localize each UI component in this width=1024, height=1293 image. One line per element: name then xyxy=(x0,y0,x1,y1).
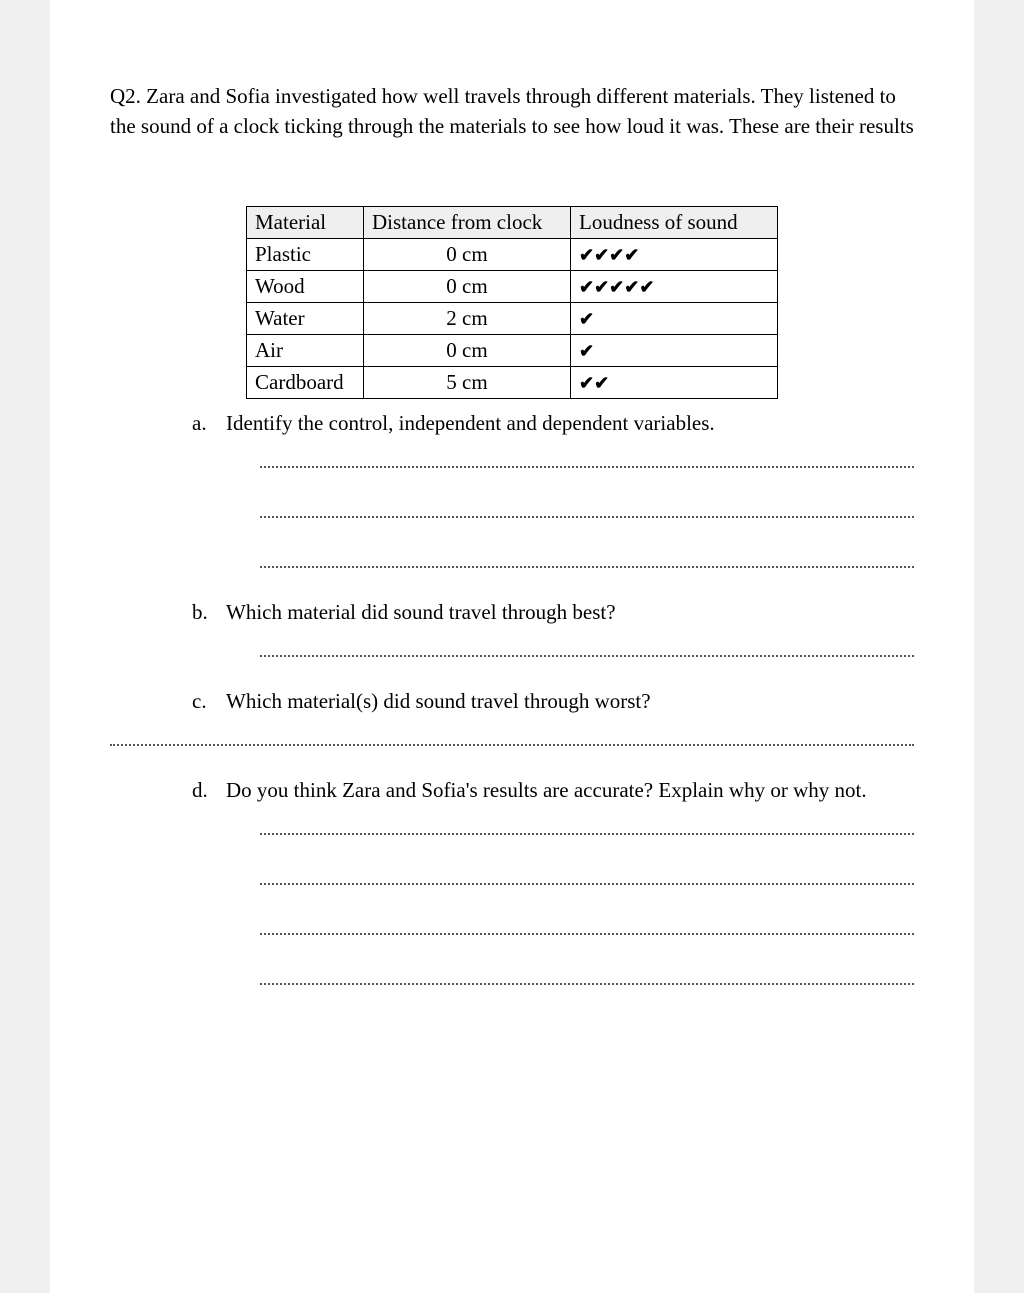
answer-line xyxy=(260,883,914,885)
table-header-row: Material Distance from clock Loudness of… xyxy=(247,206,778,238)
answer-line xyxy=(260,655,914,657)
answer-line xyxy=(260,566,914,568)
tick-icon: ✔✔✔✔ xyxy=(579,245,639,265)
header-loudness: Loudness of sound xyxy=(571,206,778,238)
subquestion-list: a. Identify the control, independent and… xyxy=(110,411,914,985)
question-prompt: Q2. Zara and Sofia investigated how well… xyxy=(110,81,914,142)
cell-material: Water xyxy=(247,302,364,334)
sub-marker: c. xyxy=(192,689,207,714)
question-body: Zara and Sofia investigated how well tra… xyxy=(110,84,914,138)
subquestion-d: d. Do you think Zara and Sofia's results… xyxy=(110,778,914,985)
sub-marker: b. xyxy=(192,600,208,625)
subquestion-b: b. Which material did sound travel throu… xyxy=(110,600,914,657)
cell-material: Wood xyxy=(247,270,364,302)
answer-line xyxy=(260,983,914,985)
sub-text: Which material(s) did sound travel throu… xyxy=(226,689,651,713)
table-row: Plastic0 cm ✔✔✔✔ xyxy=(247,238,778,270)
answer-lines-c xyxy=(226,744,914,746)
cell-loudness: ✔ xyxy=(571,302,778,334)
tick-icon: ✔ xyxy=(579,309,594,329)
cell-loudness: ✔✔✔✔ xyxy=(571,238,778,270)
cell-distance: 5 cm xyxy=(364,366,571,398)
sub-marker: a. xyxy=(192,411,207,436)
sub-text: Do you think Zara and Sofia's results ar… xyxy=(226,778,867,802)
cell-distance: 2 cm xyxy=(364,302,571,334)
cell-loudness: ✔ xyxy=(571,334,778,366)
answer-line xyxy=(260,833,914,835)
subquestion-a: a. Identify the control, independent and… xyxy=(110,411,914,568)
header-material: Material xyxy=(247,206,364,238)
sub-marker: d. xyxy=(192,778,208,803)
cell-distance: 0 cm xyxy=(364,270,571,302)
answer-line xyxy=(110,744,914,746)
answer-lines-a xyxy=(226,466,914,568)
subquestion-c: c. Which material(s) did sound travel th… xyxy=(110,689,914,746)
table-row: Air0 cm ✔ xyxy=(247,334,778,366)
answer-lines-d xyxy=(226,833,914,985)
cell-distance: 0 cm xyxy=(364,334,571,366)
question-number: Q2. xyxy=(110,84,141,108)
cell-material: Plastic xyxy=(247,238,364,270)
answer-line xyxy=(260,466,914,468)
sub-text: Which material did sound travel through … xyxy=(226,600,616,624)
cell-material: Cardboard xyxy=(247,366,364,398)
answer-line xyxy=(260,933,914,935)
results-table: Material Distance from clock Loudness of… xyxy=(246,206,778,399)
tick-icon: ✔ xyxy=(579,341,594,361)
tick-icon: ✔✔✔✔✔ xyxy=(579,277,654,297)
table-row: Water2 cm ✔ xyxy=(247,302,778,334)
cell-material: Air xyxy=(247,334,364,366)
cell-distance: 0 cm xyxy=(364,238,571,270)
sub-text: Identify the control, independent and de… xyxy=(226,411,715,435)
answer-lines-b xyxy=(226,655,914,657)
cell-loudness: ✔✔ xyxy=(571,366,778,398)
table-row: Wood0 cm ✔✔✔✔✔ xyxy=(247,270,778,302)
tick-icon: ✔✔ xyxy=(579,373,609,393)
header-distance: Distance from clock xyxy=(364,206,571,238)
table-row: Cardboard5 cm ✔✔ xyxy=(247,366,778,398)
worksheet-page: Q2. Zara and Sofia investigated how well… xyxy=(50,0,974,1293)
cell-loudness: ✔✔✔✔✔ xyxy=(571,270,778,302)
answer-line xyxy=(260,516,914,518)
